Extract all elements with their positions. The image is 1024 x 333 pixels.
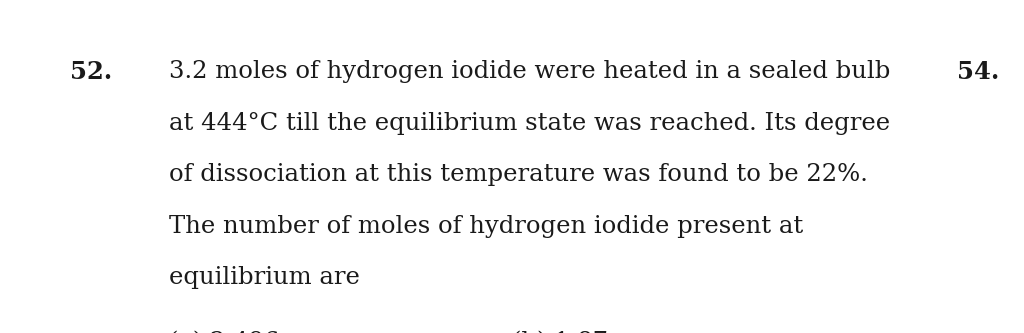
Text: (b) 1.87: (b) 1.87 bbox=[512, 331, 608, 333]
Text: at 444°C till the equilibrium state was reached. Its degree: at 444°C till the equilibrium state was … bbox=[169, 112, 890, 135]
Text: The number of moles of hydrogen iodide present at: The number of moles of hydrogen iodide p… bbox=[169, 215, 803, 238]
Text: 54.: 54. bbox=[957, 60, 999, 84]
Text: equilibrium are: equilibrium are bbox=[169, 266, 359, 289]
Text: of dissociation at this temperature was found to be 22%.: of dissociation at this temperature was … bbox=[169, 163, 867, 186]
Text: 3.2 moles of hydrogen iodide were heated in a sealed bulb: 3.2 moles of hydrogen iodide were heated… bbox=[169, 60, 890, 83]
Text: 52.: 52. bbox=[70, 60, 112, 84]
Text: (a) 2.496: (a) 2.496 bbox=[169, 331, 280, 333]
